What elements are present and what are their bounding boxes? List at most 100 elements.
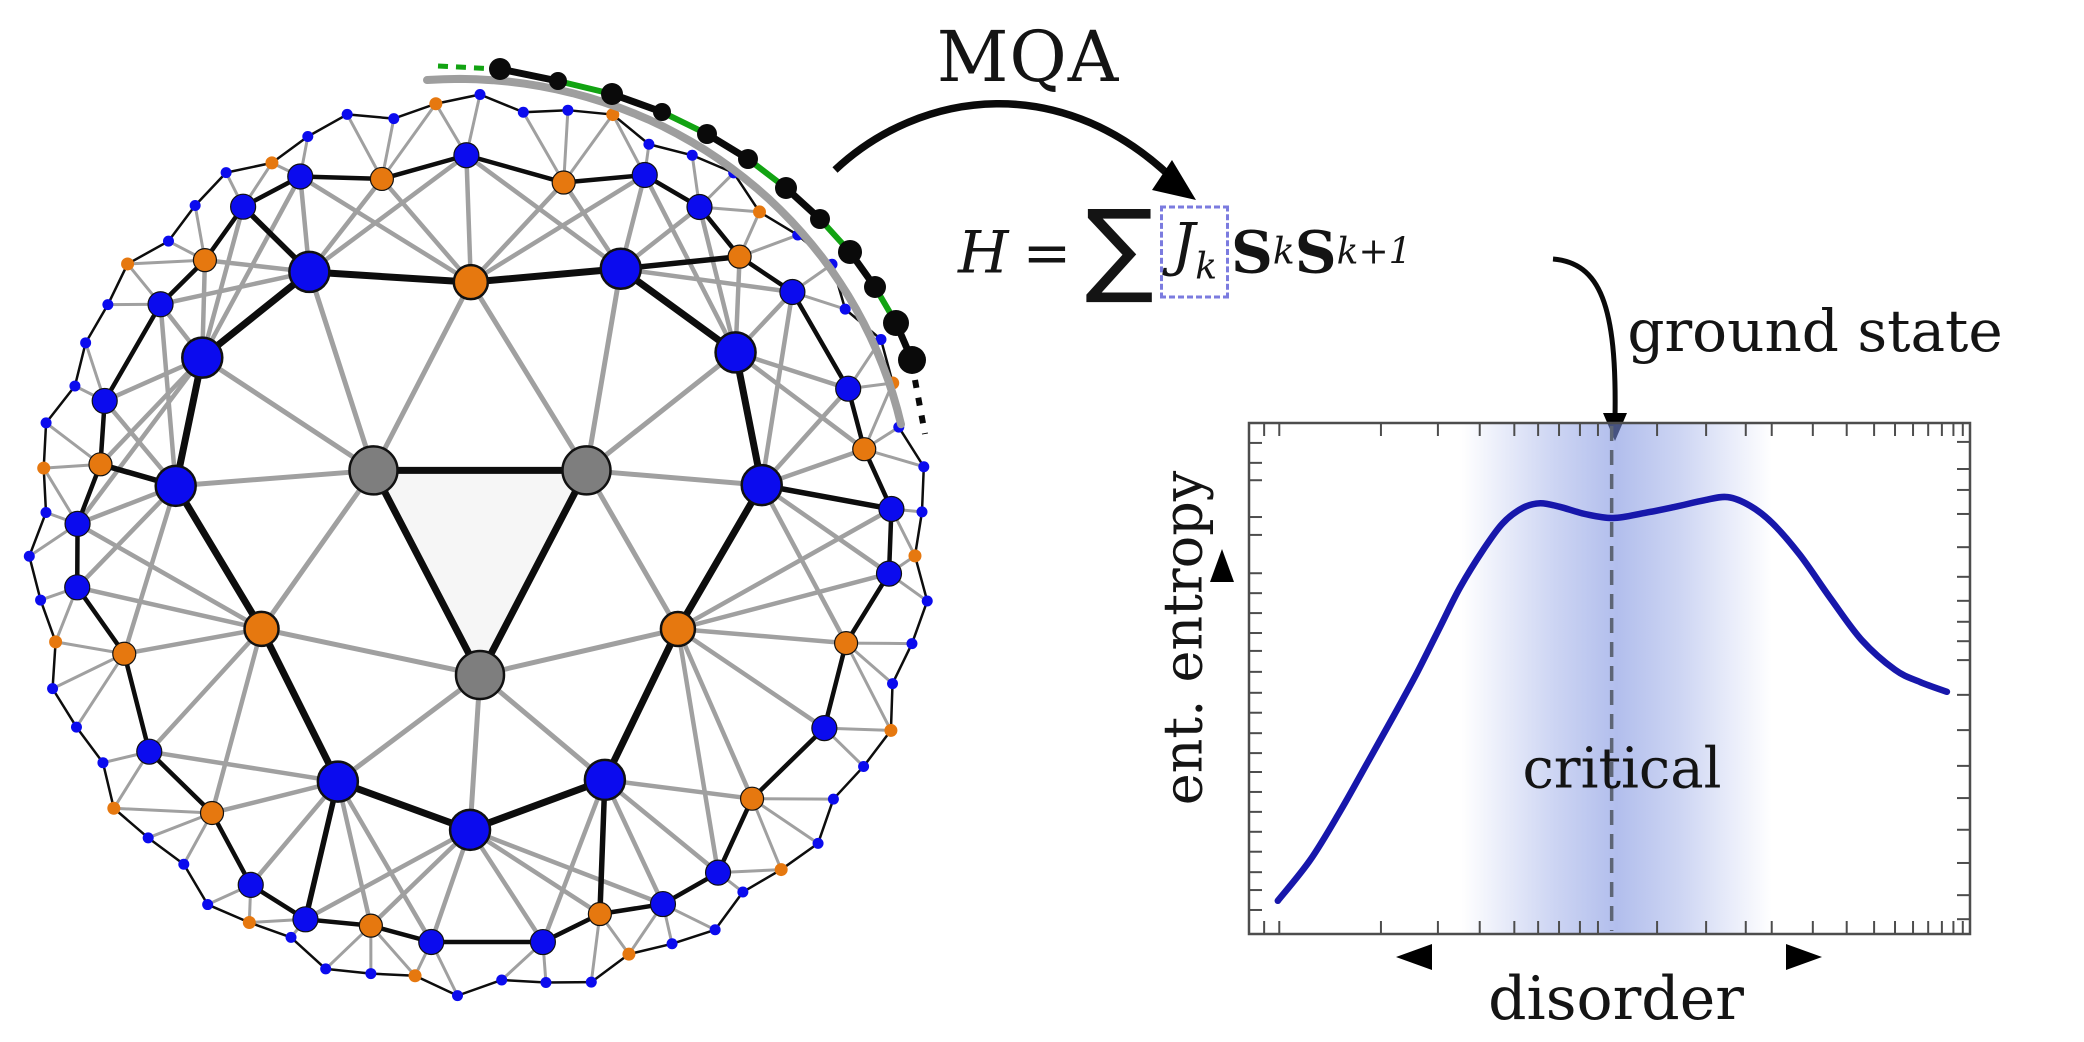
boundary-chain-edge — [434, 93, 482, 105]
graph-node — [453, 142, 480, 169]
graph-edge — [209, 779, 341, 816]
graph-node — [727, 244, 752, 269]
graph-node — [918, 461, 930, 473]
graph-node — [49, 635, 63, 649]
graph-edge — [602, 777, 666, 907]
ring2-chain-edge — [715, 796, 755, 875]
axis-arrows — [1210, 549, 1822, 970]
graph-edge — [335, 779, 434, 945]
graph-edge — [477, 626, 681, 678]
graph-node — [192, 248, 218, 273]
graph-edge — [74, 483, 178, 590]
mqa-arrow — [832, 100, 1183, 189]
equation-j-sub: k — [1195, 246, 1218, 288]
boundary-chain-edge — [758, 210, 800, 237]
boundary-chain-edge — [73, 341, 87, 388]
boundary-chain-edge — [920, 465, 926, 514]
boundary-chain-edge — [913, 554, 929, 603]
boundary-chain-edge — [670, 928, 717, 946]
graph-node — [643, 138, 655, 150]
chain-site-dot — [653, 103, 671, 121]
ring1-chain-edge — [617, 265, 740, 356]
boundary-chain-edge — [106, 262, 129, 306]
graph-edge — [74, 585, 264, 632]
graph-node — [562, 104, 574, 116]
ring2-chain-edge — [74, 585, 127, 657]
graph-edge — [583, 266, 624, 473]
graph-node — [812, 837, 824, 849]
graph-node — [287, 163, 314, 190]
graph-edge — [335, 672, 483, 785]
boundary-chain-edge — [28, 554, 42, 602]
entropy-plot — [1247, 421, 1972, 936]
boundary-chain-edge — [206, 903, 251, 924]
graph-node — [585, 976, 597, 988]
boundary-chain-edge — [611, 113, 651, 146]
boundary-chain-edge — [392, 102, 438, 120]
graph-node — [875, 333, 887, 345]
graph-edge — [147, 626, 264, 754]
x-axis-label: disorder — [1488, 964, 1744, 1034]
ring2-chain-edge — [790, 289, 851, 391]
boundary-chain-edge — [627, 942, 674, 956]
graph-edge — [467, 827, 666, 907]
graph-node — [858, 760, 870, 772]
graph-node — [220, 167, 232, 179]
graph-node — [921, 595, 933, 607]
graph-edge — [158, 269, 312, 307]
graph-node — [452, 263, 490, 301]
graph-edge — [147, 749, 341, 784]
graph-edge — [307, 152, 469, 275]
boundary-chain-edge — [51, 687, 78, 729]
graph-node — [496, 974, 508, 986]
boundary-chain-edge — [51, 640, 57, 690]
ring1-chain-edge — [732, 348, 766, 489]
equation-s2-sub: k+1 — [1336, 231, 1412, 273]
graph-node — [388, 113, 400, 125]
graph-node — [181, 336, 224, 379]
boundary-chain-edge — [84, 303, 110, 345]
graph-edge — [112, 806, 214, 815]
graph-node — [202, 899, 214, 911]
graph-node — [737, 886, 749, 898]
graph-edge — [562, 113, 615, 185]
graph-node — [774, 863, 788, 877]
ring2-chain-edge — [561, 172, 647, 185]
graph-node — [265, 156, 279, 170]
ground-state-label: ground state — [1627, 297, 2003, 365]
chain-site-dot — [810, 209, 830, 229]
graph-edge — [122, 483, 178, 657]
boundary-chain-edge — [324, 967, 373, 975]
ring1-chain-edge — [172, 354, 206, 490]
boundary-chain-edge — [75, 725, 105, 764]
network-gray-edges — [27, 92, 929, 998]
graph-edge — [467, 672, 483, 833]
boundary-chain-edge — [732, 171, 761, 214]
graph-node — [622, 947, 636, 961]
boundary-chain-edge — [369, 972, 417, 978]
chain-site-dot — [898, 346, 926, 374]
boundary-chain-edge — [306, 113, 349, 138]
chain-site-dot — [838, 240, 862, 264]
graph-node — [189, 200, 201, 212]
graph-node — [199, 800, 225, 826]
ring1-chain-edge — [172, 482, 266, 633]
graph-node — [529, 928, 556, 956]
ring2-chain-edge — [147, 749, 215, 816]
boundary-chain-edge — [248, 921, 293, 939]
radial-connector-edge — [597, 777, 608, 917]
boundary-chain-edge — [270, 135, 310, 165]
ring1-chain-edge — [674, 481, 766, 633]
boundary-chain-edge — [690, 154, 735, 175]
graph-edge — [380, 102, 438, 181]
x-arrow-left-head-icon — [1396, 944, 1432, 970]
graph-node — [320, 963, 332, 975]
graph-edge — [259, 467, 377, 632]
graph-node — [358, 913, 383, 938]
y-axis-label: ent. entropy — [1151, 470, 1215, 806]
chain-start-dashes — [437, 63, 498, 72]
ring1-chain-edge — [334, 778, 474, 834]
ring1-chain-edge — [601, 625, 682, 784]
radial-connector-edge — [302, 778, 341, 923]
